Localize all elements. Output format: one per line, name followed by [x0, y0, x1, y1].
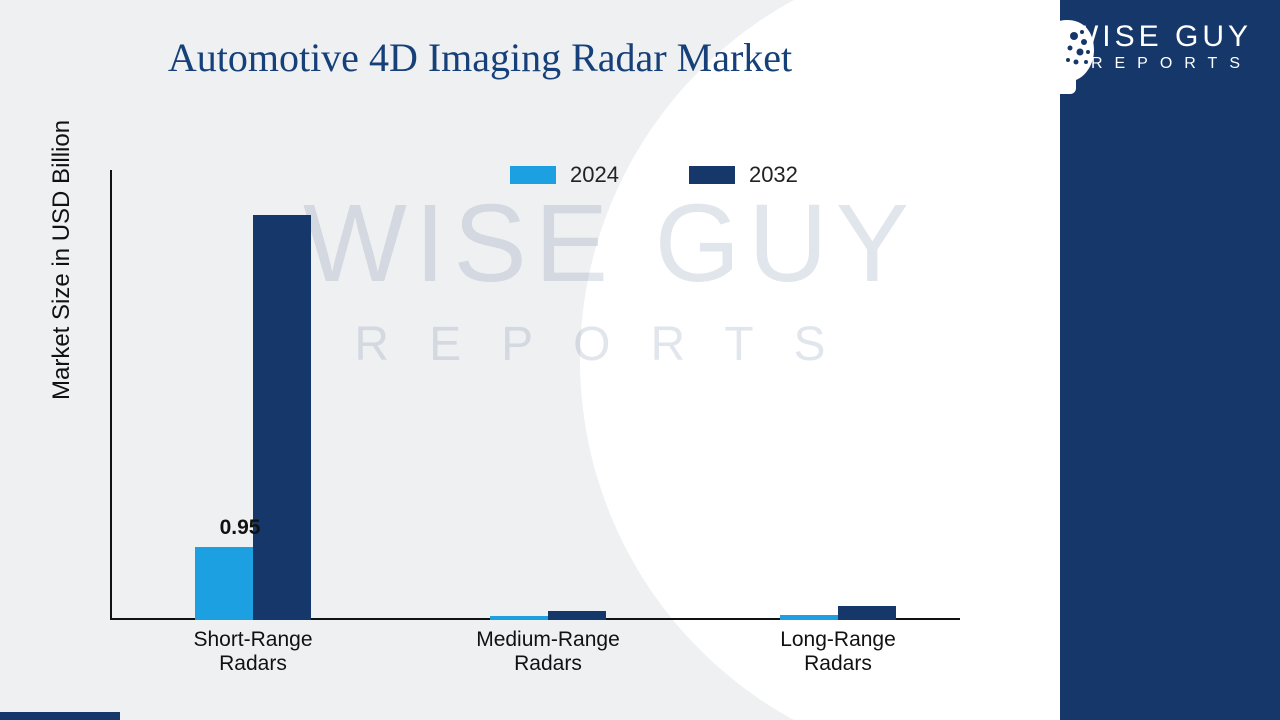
bar-group: Long-Range Radars	[780, 200, 896, 620]
category-label: Medium-Range Radars	[458, 628, 638, 676]
bar	[780, 615, 838, 620]
brand-band	[1060, 0, 1280, 720]
legend-item-2032: 2032	[689, 162, 798, 188]
chart-canvas: WISE GUY REPORTS WISE GUY REPORTS Automo…	[0, 0, 1280, 720]
bar	[195, 547, 253, 620]
y-axis	[110, 170, 112, 620]
bottom-strip	[0, 712, 120, 720]
legend-swatch-2024	[510, 166, 556, 184]
value-label: 0.95	[220, 516, 261, 540]
bar	[490, 616, 548, 620]
legend-label-2032: 2032	[749, 162, 798, 188]
brand-head-icon	[1032, 18, 1102, 96]
bar	[548, 611, 606, 620]
bar-group: Medium-Range Radars	[490, 200, 606, 620]
chart-title: Automotive 4D Imaging Radar Market	[60, 34, 900, 81]
bar-pair	[195, 200, 311, 620]
bar-pair	[490, 200, 606, 620]
bar-pair	[780, 200, 896, 620]
legend-swatch-2032	[689, 166, 735, 184]
legend-item-2024: 2024	[510, 162, 619, 188]
legend: 2024 2032	[510, 162, 798, 188]
category-label: Long-Range Radars	[748, 628, 928, 676]
category-label: Short-Range Radars	[163, 628, 343, 676]
bar-group: Short-Range Radars	[195, 200, 311, 620]
y-axis-label: Market Size in USD Billion	[48, 120, 76, 400]
bar	[838, 606, 896, 620]
plot-area: Short-Range Radars Medium-Range Radars Lon…	[110, 200, 960, 620]
bar	[253, 215, 311, 620]
legend-label-2024: 2024	[570, 162, 619, 188]
